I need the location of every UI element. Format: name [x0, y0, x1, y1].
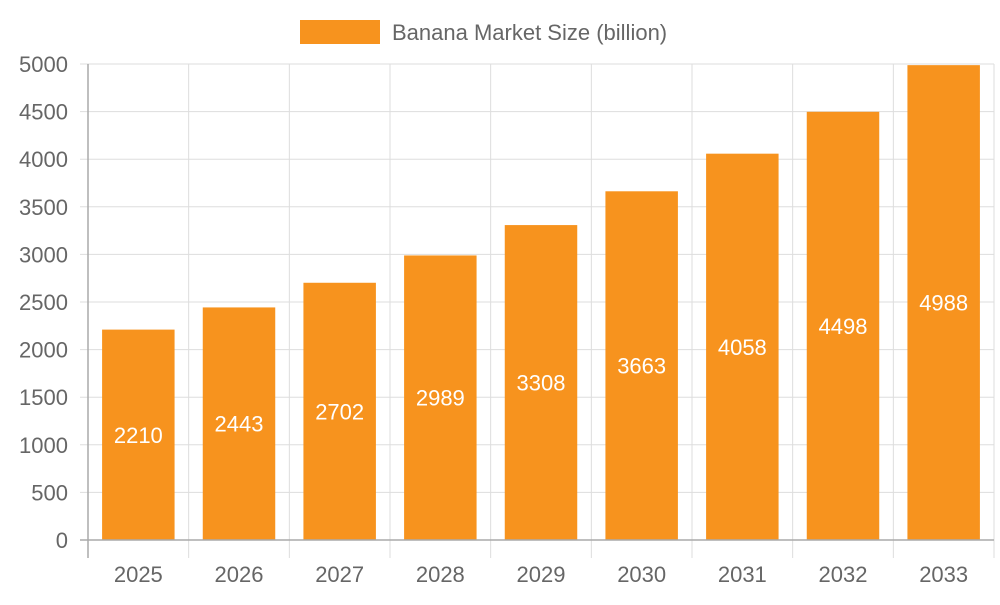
bar [907, 65, 980, 541]
x-tick-label: 2031 [718, 562, 767, 587]
bars-layer [102, 65, 980, 541]
legend-swatch[interactable] [300, 20, 380, 44]
data-label: 3663 [617, 354, 666, 379]
labels-layer: 2210 2443 2702 2989 3308 3663 4058 4498 4988 [114, 291, 968, 448]
y-tick-label: 5000 [19, 52, 68, 77]
x-tick-label: 2028 [416, 562, 465, 587]
y-tick-label: 500 [31, 480, 68, 505]
y-tick-label: 2000 [19, 338, 68, 363]
x-tick-label: 2027 [315, 562, 364, 587]
bar [504, 225, 578, 540]
data-label: 2702 [315, 399, 364, 424]
y-tick-label: 0 [56, 528, 68, 553]
y-tick-label: 3000 [19, 242, 68, 267]
bar [605, 191, 678, 540]
data-label: 2210 [114, 423, 163, 448]
legend[interactable]: Banana Market Size (billion) [300, 20, 667, 45]
bar [202, 307, 276, 540]
y-tick-label: 1500 [19, 385, 68, 410]
bar [404, 255, 477, 540]
data-label: 4498 [819, 314, 868, 339]
data-label: 2443 [215, 412, 264, 437]
bar [706, 153, 779, 540]
x-tick-label: 2026 [215, 562, 264, 587]
bar [102, 329, 175, 540]
axis-layer: 0 500 1000 1500 2000 2500 3000 3500 4000 4500 5000… [19, 52, 994, 587]
y-tick-label: 4000 [19, 147, 68, 172]
bar [806, 111, 880, 540]
legend-label[interactable]: Banana Market Size (billion) [392, 20, 667, 45]
x-tick-label: 2029 [517, 562, 566, 587]
bar [303, 282, 376, 540]
data-label: 2989 [416, 386, 465, 411]
y-tick-label: 2500 [19, 290, 68, 315]
x-tick-label: 2030 [617, 562, 666, 587]
x-tick-label: 2033 [919, 562, 968, 587]
x-tick-label: 2025 [114, 562, 163, 587]
data-label: 4988 [919, 291, 968, 316]
data-label: 3308 [517, 371, 566, 396]
data-label: 4058 [718, 335, 767, 360]
y-tick-label: 1000 [19, 433, 68, 458]
x-tick-label: 2032 [819, 562, 868, 587]
y-tick-label: 3500 [19, 195, 68, 220]
y-tick-label: 4500 [19, 100, 68, 125]
